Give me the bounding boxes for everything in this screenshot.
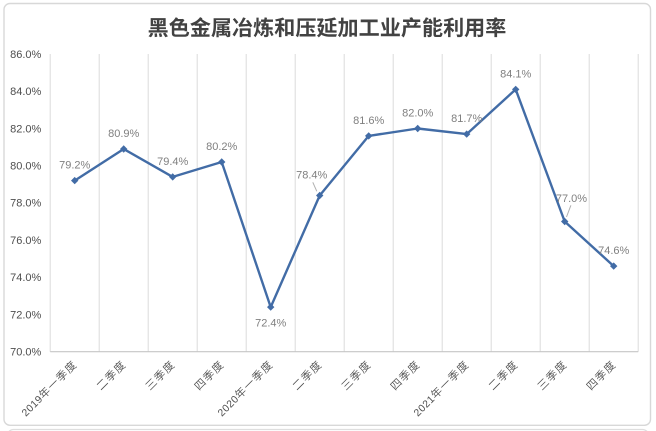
- svg-text:79.2%: 79.2%: [59, 160, 90, 172]
- svg-text:77.0%: 77.0%: [556, 193, 587, 205]
- svg-text:74.6%: 74.6%: [598, 245, 629, 257]
- svg-text:81.7%: 81.7%: [451, 113, 482, 125]
- svg-text:80.2%: 80.2%: [206, 141, 237, 153]
- svg-text:84.1%: 84.1%: [500, 68, 531, 80]
- svg-text:79.4%: 79.4%: [157, 156, 188, 168]
- svg-text:86.0%: 86.0%: [10, 49, 41, 61]
- svg-text:76.0%: 76.0%: [10, 235, 41, 247]
- svg-text:80.9%: 80.9%: [108, 128, 139, 140]
- svg-text:74.0%: 74.0%: [10, 272, 41, 284]
- svg-text:82.0%: 82.0%: [10, 123, 41, 135]
- svg-text:70.0%: 70.0%: [10, 347, 41, 359]
- svg-text:72.0%: 72.0%: [10, 309, 41, 321]
- svg-text:82.0%: 82.0%: [402, 108, 433, 120]
- svg-text:78.4%: 78.4%: [296, 169, 327, 181]
- svg-text:72.4%: 72.4%: [255, 318, 286, 330]
- svg-text:84.0%: 84.0%: [10, 86, 41, 98]
- svg-text:81.6%: 81.6%: [353, 115, 384, 127]
- svg-text:78.0%: 78.0%: [10, 198, 41, 210]
- svg-text:80.0%: 80.0%: [10, 161, 41, 173]
